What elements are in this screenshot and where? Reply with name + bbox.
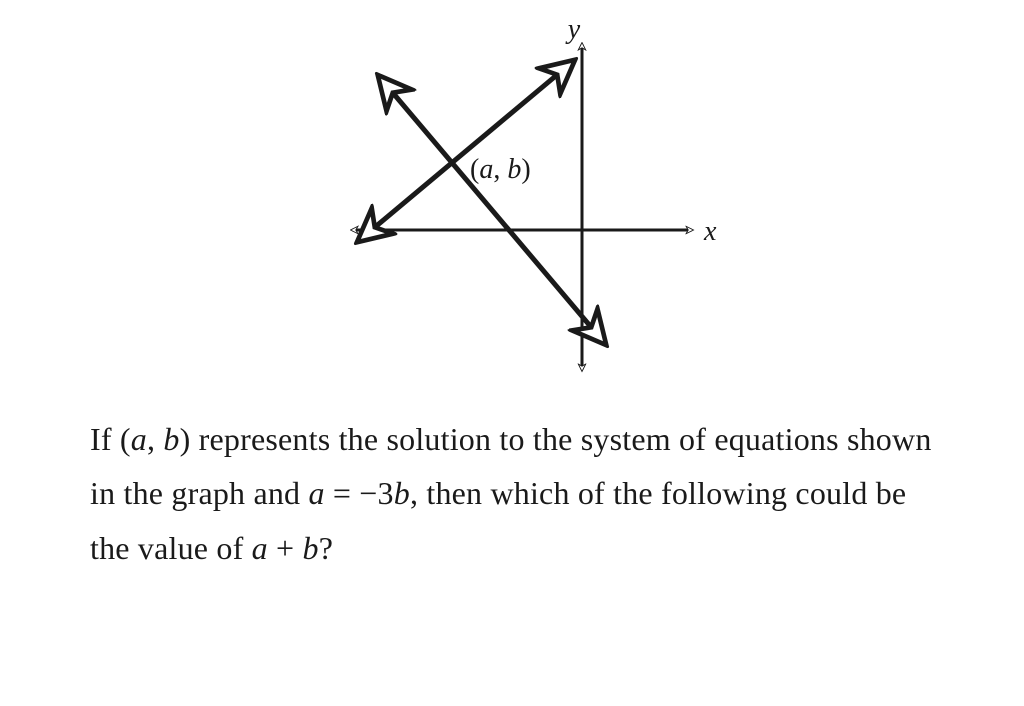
sep: , bbox=[493, 154, 507, 185]
text-frag: + bbox=[268, 530, 303, 566]
x-axis-label: x bbox=[703, 216, 717, 247]
text-frag: , bbox=[147, 421, 163, 457]
var-a: a bbox=[479, 154, 493, 185]
page-container: x y (a, b) If (a, b) represents the solu… bbox=[0, 0, 1024, 575]
paren-open: ( bbox=[470, 154, 479, 185]
intersection-label: (a, b) bbox=[470, 154, 531, 185]
paren-close: ) bbox=[521, 154, 530, 185]
system-graph: x y (a, b) bbox=[292, 20, 732, 380]
text-frag: If ( bbox=[90, 421, 131, 457]
text-frag: ? bbox=[319, 530, 333, 566]
y-axis-label: y bbox=[565, 20, 581, 45]
var-b: b bbox=[303, 530, 319, 566]
var-a: a bbox=[252, 530, 268, 566]
line-negative-slope bbox=[382, 80, 602, 340]
var-b: b bbox=[507, 154, 521, 185]
question-text: If (a, b) represents the solution to the… bbox=[90, 412, 934, 575]
var-b: b bbox=[163, 421, 179, 457]
var-a: a bbox=[131, 421, 147, 457]
var-a: a bbox=[308, 475, 324, 511]
figure-wrap: x y (a, b) bbox=[90, 20, 934, 380]
text-frag: = −3 bbox=[325, 475, 394, 511]
var-b: b bbox=[394, 475, 410, 511]
